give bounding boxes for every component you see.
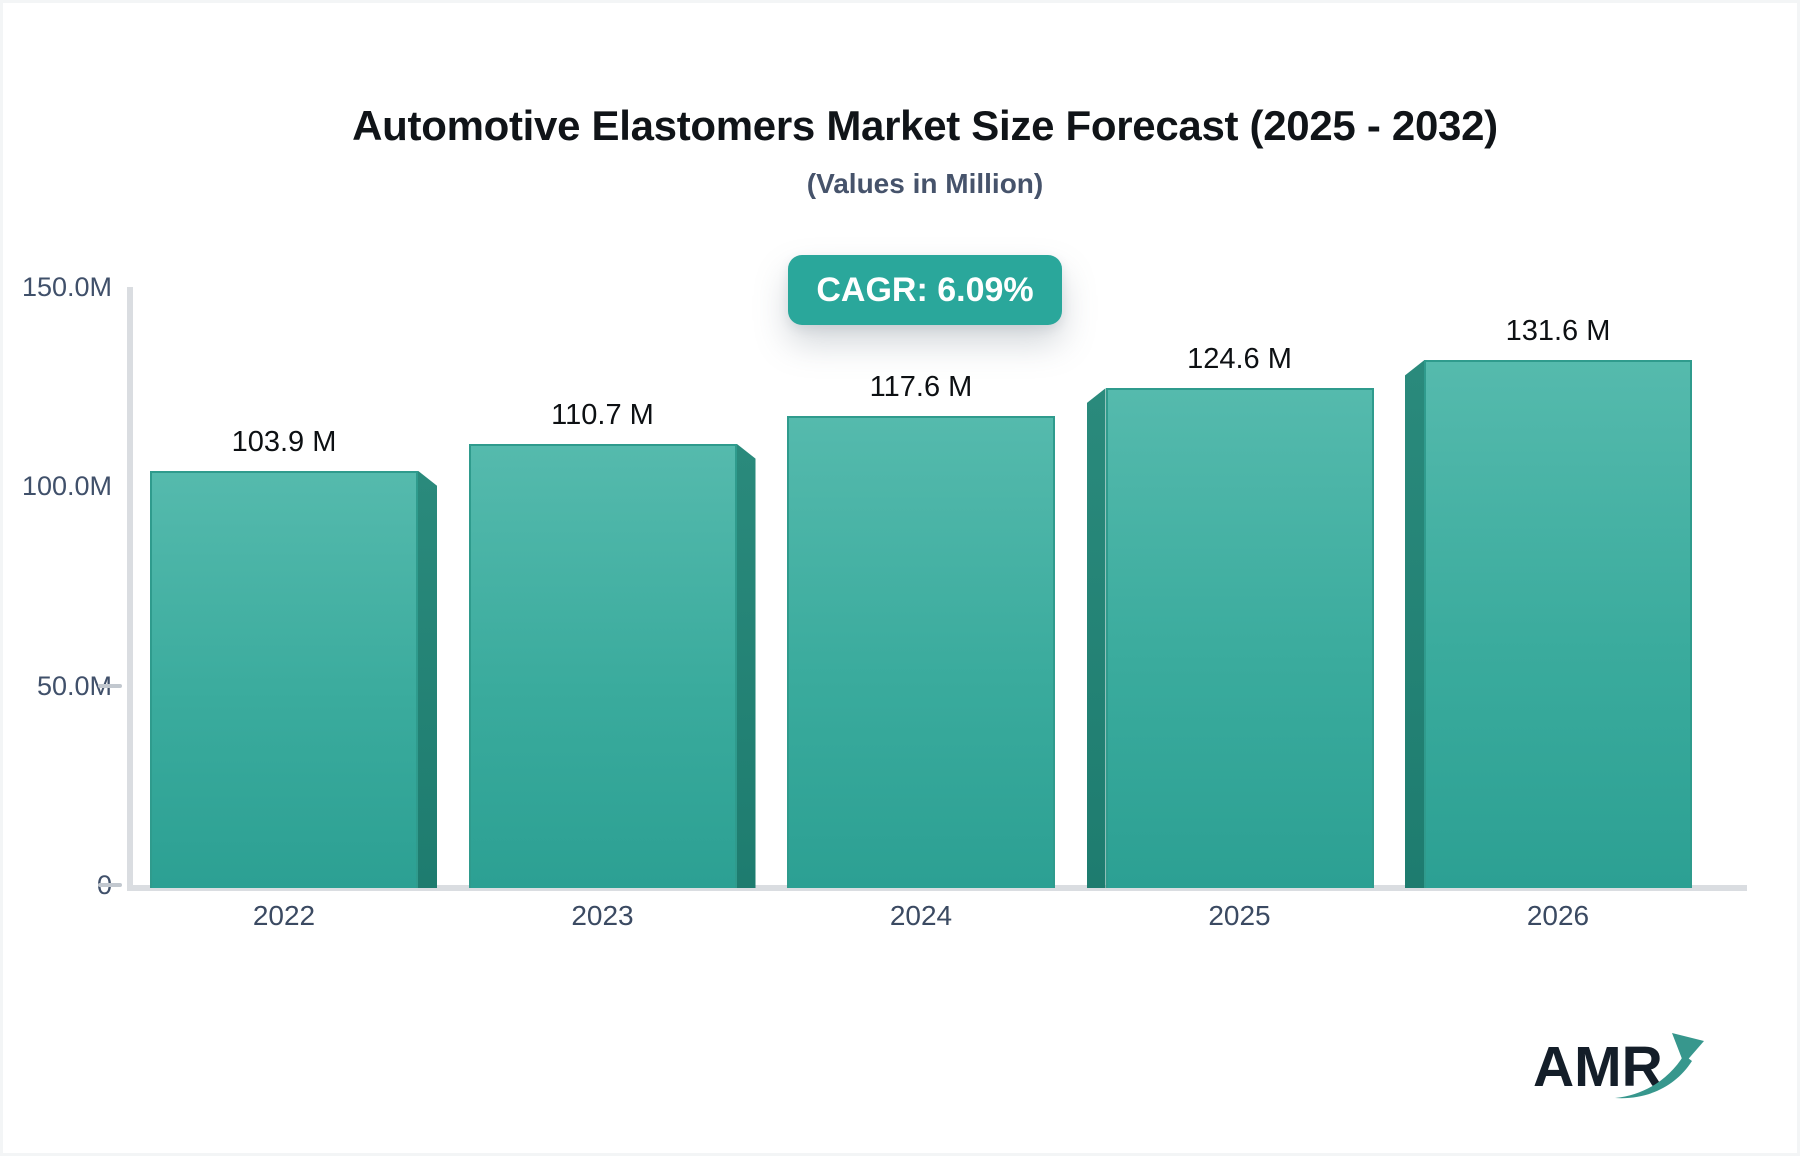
- bar-value-label: 110.7 M: [551, 398, 654, 431]
- amr-logo: AMR: [1533, 1026, 1713, 1112]
- x-axis-label-2026: 2026: [1526, 900, 1590, 931]
- bar-side-face: [1086, 388, 1106, 888]
- bar-side-face: [418, 470, 437, 888]
- bar-2022[interactable]: [150, 470, 418, 888]
- bar-value-label: 117.6 M: [869, 371, 973, 404]
- trend-arrow-icon: [1615, 1033, 1704, 1099]
- x-axis-label-2025: 2025: [1208, 900, 1271, 931]
- chart-subtitle: (Values in Million): [806, 168, 1044, 199]
- bar-2026[interactable]: [1424, 360, 1692, 888]
- y-axis-tick-label: 100.0M: [21, 471, 112, 502]
- bar-2024[interactable]: [787, 416, 1055, 888]
- bar-2025[interactable]: [1105, 388, 1374, 888]
- x-axis-label-2022: 2022: [252, 900, 316, 931]
- bar-value-label: 124.6 M: [1187, 343, 1292, 376]
- y-axis-line: [127, 287, 133, 891]
- y-axis-tick-label: 150.0M: [21, 272, 112, 302]
- bar-2023[interactable]: [468, 443, 737, 888]
- bar-value-label: 131.6 M: [1505, 315, 1611, 348]
- y-axis-tick-label: 0: [4, 871, 112, 899]
- x-axis-line: [127, 885, 1747, 891]
- y-axis-tick-mark: [98, 683, 122, 688]
- y-axis-tick-label: 50.0M: [36, 670, 112, 701]
- x-axis-label-2023: 2023: [571, 900, 634, 931]
- x-axis-label-2024: 2024: [889, 900, 953, 931]
- bar-side-face: [736, 443, 756, 888]
- chart-title: Automotive Elastomers Market Size Foreca…: [352, 102, 1498, 149]
- amr-logo-text: AMR: [1533, 1035, 1663, 1099]
- y-axis-tick-mark: [98, 883, 122, 887]
- cagr-badge: CAGR: 6.09%: [788, 255, 1062, 325]
- bar-value-label: 103.9 M: [231, 425, 337, 458]
- bar-side-face: [1405, 360, 1424, 888]
